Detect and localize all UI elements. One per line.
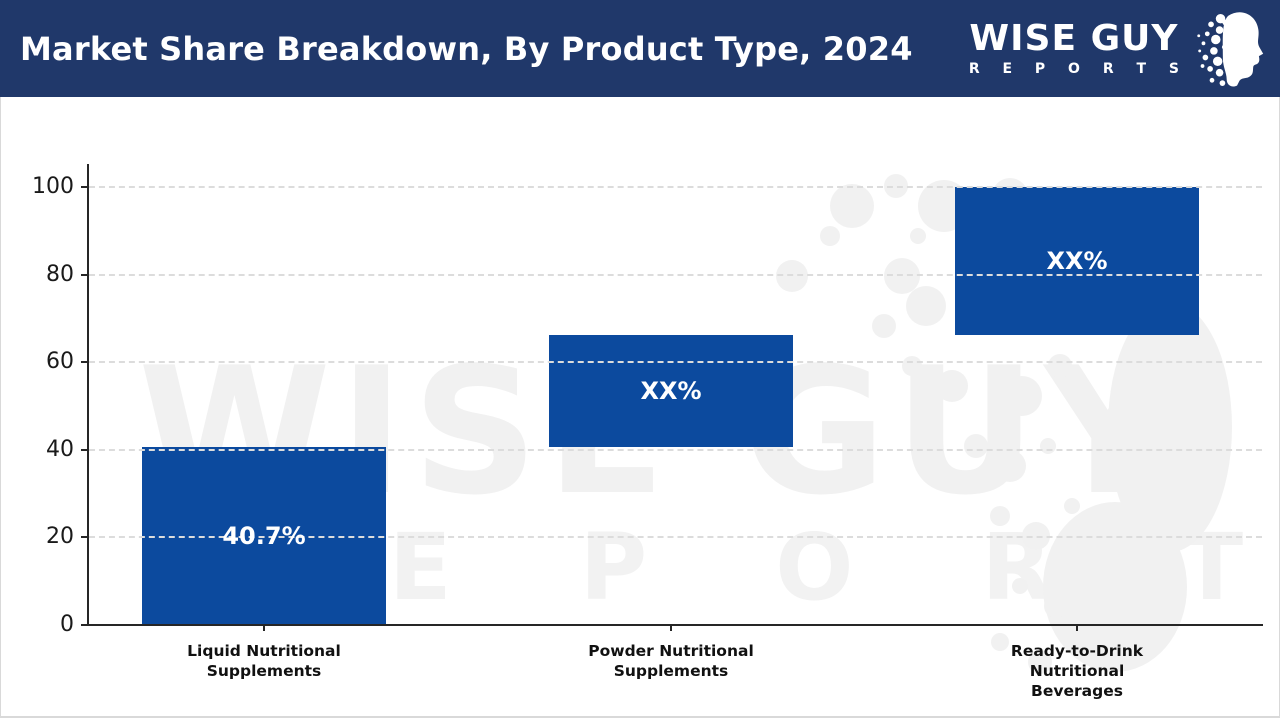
y-tick	[81, 273, 87, 276]
bar-value-label: 40.7%	[222, 521, 306, 550]
y-tick-label: 0	[60, 612, 74, 637]
left-border	[0, 97, 1, 716]
y-tick	[81, 624, 87, 626]
y-tick	[81, 186, 87, 188]
y-axis-line	[87, 164, 89, 626]
header: Market Share Breakdown, By Product Type,…	[0, 0, 1280, 97]
bottom-border	[0, 716, 1280, 718]
gridline	[89, 186, 1262, 188]
plot: 40.7% XX% XX% 0 20 40 60 80 100 Liquid Nutritiona…	[0, 97, 1280, 720]
y-tick-label: 80	[46, 261, 74, 287]
x-axis-line	[87, 624, 1263, 626]
logo-subtext: R E P O R T S	[968, 61, 1188, 77]
bar-segment	[549, 335, 793, 447]
bar-segment	[955, 187, 1199, 336]
gridline	[89, 448, 1262, 451]
x-category-label: Ready-to-Drink Nutritional Beverages	[1010, 642, 1144, 700]
logo-head-icon	[1197, 11, 1264, 87]
bar-segment	[142, 446, 386, 625]
gridline	[89, 361, 1262, 364]
x-category-label: Powder Nutritional Supplements	[588, 642, 754, 680]
gridline	[89, 536, 1262, 539]
gridline	[89, 273, 1262, 276]
x-tick	[1076, 626, 1078, 631]
page-title: Market Share Breakdown, By Product Type,…	[20, 29, 913, 68]
x-tick	[670, 626, 672, 631]
y-tick-label: 40	[46, 436, 74, 462]
y-tick	[81, 536, 87, 539]
y-tick-label: 20	[46, 524, 74, 550]
y-tick-label: 60	[46, 349, 74, 375]
x-tick	[263, 626, 265, 631]
y-tick-label: 100	[32, 174, 74, 199]
y-tick	[81, 361, 87, 364]
chart-area: WISE GUY R E P O R T S	[0, 97, 1280, 720]
x-category-label: Liquid Nutritional Supplements	[187, 642, 341, 680]
bar-value-label: XX%	[640, 376, 702, 405]
wise-guy-logo: WISE GUY R E P O R T S	[960, 7, 1266, 91]
logo-wordmark: WISE GUY	[969, 18, 1179, 59]
logo-text: WISE GUY R E P O R T S	[960, 18, 1188, 77]
bar-value-label: XX%	[1046, 247, 1108, 276]
y-tick	[81, 448, 87, 451]
